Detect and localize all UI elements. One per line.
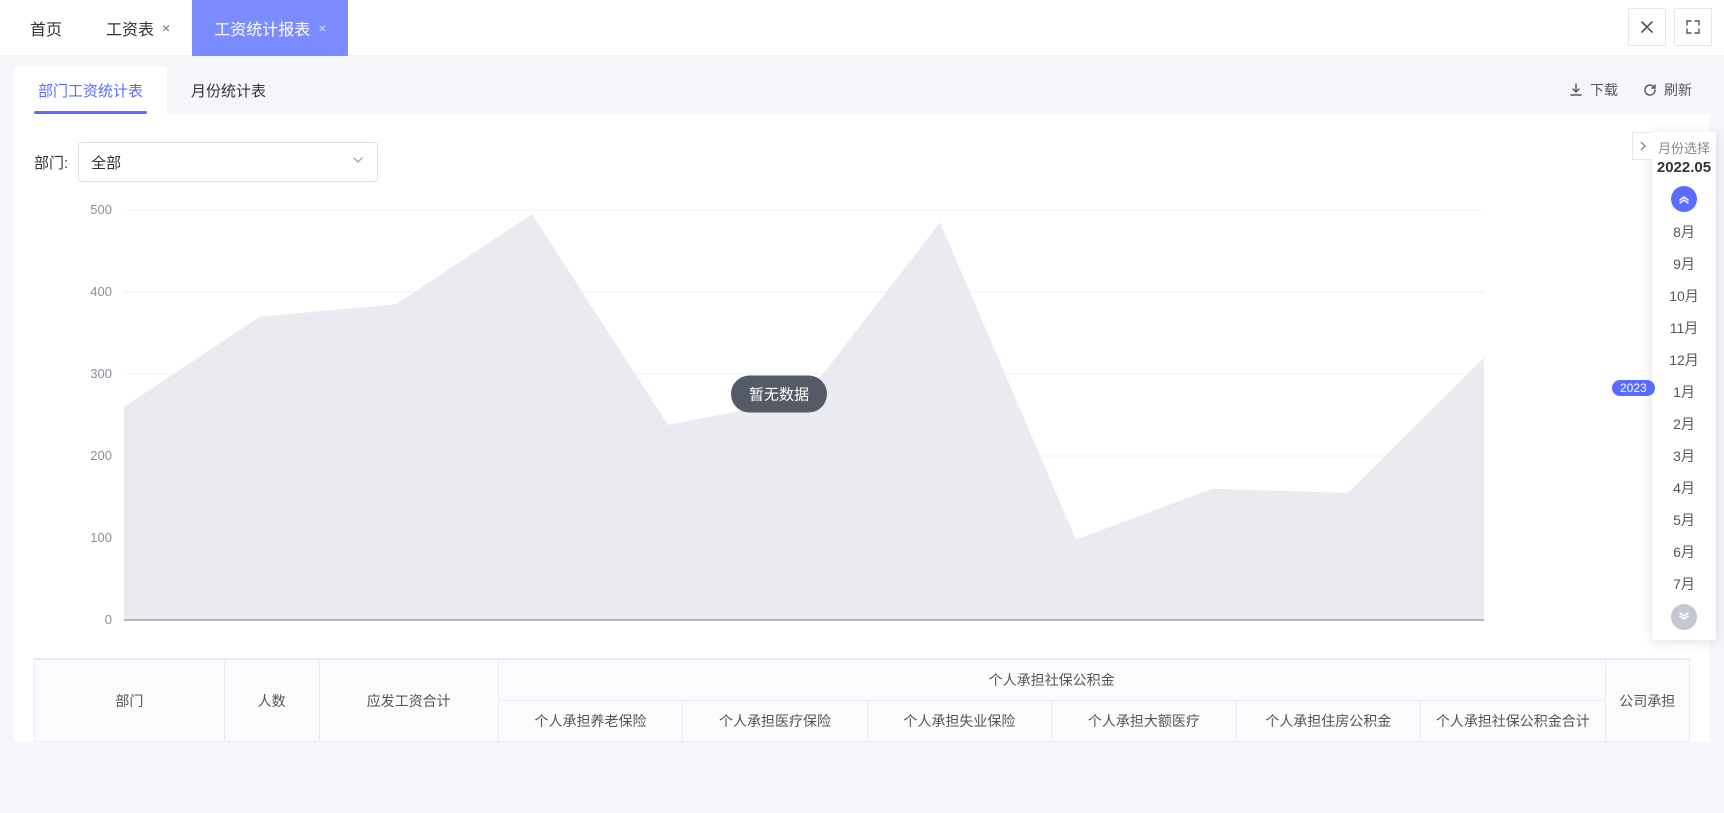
refresh-label: 刷新	[1664, 80, 1692, 100]
tab-close-icon[interactable]: ×	[162, 20, 170, 36]
table-header: 人数	[224, 660, 319, 742]
department-filter-label: 部门:	[34, 152, 68, 173]
month-item[interactable]: 6月	[1652, 536, 1716, 568]
table-sub-header: 个人承担社保公积金合计	[1421, 701, 1606, 742]
salary-chart: 0 100 200 300 400 500 暂无数据	[64, 200, 1494, 640]
table-sub-header: 个人承担失业保险	[867, 701, 1051, 742]
top-tab-label: 工资统计报表	[214, 16, 310, 40]
month-scroll-down-button[interactable]	[1671, 604, 1697, 630]
department-select-value: 全部	[91, 152, 121, 173]
month-item[interactable]: 1月2023	[1652, 376, 1716, 408]
month-item[interactable]: 7月	[1652, 568, 1716, 600]
month-item[interactable]: 10月	[1652, 280, 1716, 312]
subtab-actions: 下载 刷新	[1568, 80, 1710, 100]
top-tab[interactable]: 工资表 ×	[84, 0, 192, 56]
month-item[interactable]: 11月	[1652, 312, 1716, 344]
refresh-icon	[1642, 82, 1658, 98]
area-chart-svg: 0 100 200 300 400 500	[64, 200, 1494, 640]
top-tab[interactable]: 工资统计报表 ×	[192, 0, 348, 56]
fullscreen-button[interactable]	[1674, 8, 1712, 46]
close-all-button[interactable]	[1628, 8, 1666, 46]
sub-tab[interactable]: 部门工资统计表	[14, 66, 167, 114]
table-sub-header: 个人承担医疗保险	[683, 701, 867, 742]
top-tab-label: 首页	[30, 16, 62, 40]
download-button[interactable]: 下载	[1568, 80, 1618, 100]
month-item[interactable]: 8月	[1652, 216, 1716, 248]
svg-text:400: 400	[90, 284, 112, 299]
chevron-down-icon	[351, 153, 365, 171]
page-body: 部门工资统计表月份统计表 下载 刷新 部门: 全部 0 100 200	[0, 56, 1724, 742]
double-chevron-down-icon	[1678, 611, 1690, 623]
table-sub-header: 个人承担养老保险	[498, 701, 682, 742]
month-list: 8月9月10月11月12月1月20232月3月4月5月6月7月	[1652, 216, 1716, 600]
summary-table: 部门人数应发工资合计个人承担社保公积金公司承担个人承担养老保险个人承担医疗保险个…	[34, 658, 1690, 742]
month-item[interactable]: 4月	[1652, 472, 1716, 504]
table-group-header: 个人承担社保公积金	[498, 660, 1605, 701]
top-tab[interactable]: 首页	[8, 0, 84, 56]
svg-text:300: 300	[90, 366, 112, 381]
filter-row: 部门: 全部	[34, 130, 1690, 200]
month-item[interactable]: 9月	[1652, 248, 1716, 280]
close-icon	[1638, 18, 1656, 36]
chevron-right-icon	[1638, 141, 1648, 151]
month-selector-selected: 2022.05	[1652, 159, 1716, 182]
download-icon	[1568, 82, 1584, 98]
chart-empty-tooltip: 暂无数据	[731, 375, 827, 412]
table-header-partial: 公司承担	[1605, 660, 1689, 742]
top-tab-bar: 首页 工资表 × 工资统计报表 ×	[0, 0, 1724, 56]
month-item[interactable]: 12月	[1652, 344, 1716, 376]
top-tab-label: 工资表	[106, 16, 154, 40]
svg-text:200: 200	[90, 448, 112, 463]
sub-tab-row: 部门工资统计表月份统计表 下载 刷新	[14, 66, 1710, 114]
svg-text:500: 500	[90, 202, 112, 217]
month-item[interactable]: 5月	[1652, 504, 1716, 536]
table-header: 应发工资合计	[319, 660, 498, 742]
fullscreen-icon	[1685, 19, 1701, 35]
svg-text:0: 0	[105, 612, 112, 627]
double-chevron-up-icon	[1678, 193, 1690, 205]
tab-close-icon[interactable]: ×	[318, 20, 326, 36]
table-header: 部门	[35, 660, 225, 742]
table-sub-header: 个人承担大额医疗	[1052, 701, 1236, 742]
main-panel: 部门: 全部 0100200300400500 暂无数据 部门人数应发工资合计个…	[14, 114, 1710, 742]
svg-text:100: 100	[90, 530, 112, 545]
year-badge: 2023	[1612, 380, 1655, 396]
summary-table-el: 部门人数应发工资合计个人承担社保公积金公司承担个人承担养老保险个人承担医疗保险个…	[34, 659, 1690, 742]
sub-tab[interactable]: 月份统计表	[167, 66, 290, 114]
month-item[interactable]: 2月	[1652, 408, 1716, 440]
table-sub-header: 个人承担住房公积金	[1236, 701, 1420, 742]
month-item[interactable]: 3月	[1652, 440, 1716, 472]
month-selector-panel: 月份选择 2022.05 8月9月10月11月12月1月20232月3月4月5月…	[1652, 132, 1716, 640]
subtabs-container: 部门工资统计表月份统计表	[14, 66, 290, 114]
top-actions	[1628, 8, 1712, 46]
month-panel-collapse-button[interactable]	[1632, 132, 1652, 160]
refresh-button[interactable]: 刷新	[1642, 80, 1692, 100]
month-scroll-up-button[interactable]	[1671, 186, 1697, 212]
download-label: 下载	[1590, 80, 1618, 100]
top-tabs-container: 首页 工资表 × 工资统计报表 ×	[8, 0, 348, 56]
department-select[interactable]: 全部	[78, 142, 378, 182]
month-selector-header: 月份选择	[1652, 132, 1716, 159]
